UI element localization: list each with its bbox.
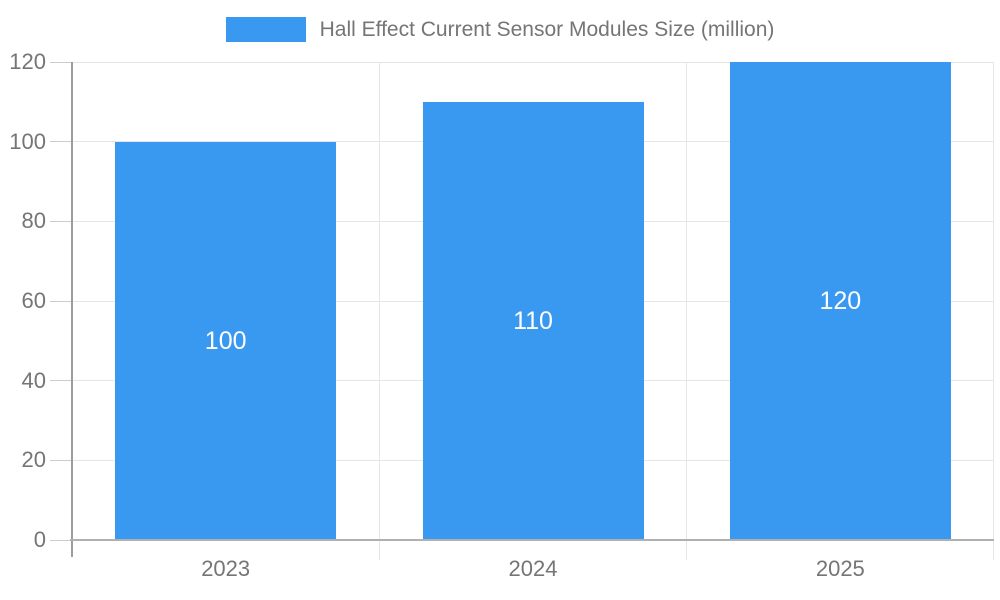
- y-axis-tick: [50, 380, 72, 382]
- legend[interactable]: Hall Effect Current Sensor Modules Size …: [0, 17, 1000, 42]
- legend-label[interactable]: Hall Effect Current Sensor Modules Size …: [319, 17, 775, 41]
- y-axis-tick-label: 20: [21, 447, 46, 473]
- y-axis-tick: [50, 300, 72, 302]
- bar[interactable]: [115, 141, 337, 540]
- y-axis-tick-label: 60: [21, 288, 46, 313]
- y-axis-tick: [50, 61, 72, 63]
- x-axis-category-label: 2023: [201, 556, 251, 581]
- gridline-vertical: [992, 62, 994, 560]
- y-axis-tick: [50, 141, 72, 143]
- plot-area: 0 20 40 60 80 100 120 100 2023 110 2024 120 2025: [9, 50, 994, 581]
- y-axis-tick-label: 0: [33, 527, 46, 552]
- x-axis-category-label: 2024: [508, 556, 558, 581]
- y-axis-tick: [50, 539, 72, 541]
- bar-value-label: 100: [204, 326, 247, 355]
- y-axis-tick-label: 40: [21, 367, 46, 393]
- legend-swatch[interactable]: [225, 17, 306, 42]
- y-axis-line: [71, 62, 73, 557]
- x-axis-category-label: 2025: [815, 556, 865, 581]
- bar[interactable]: [729, 62, 951, 540]
- y-axis-tick-label: 120: [9, 49, 46, 74]
- y-axis-tick: [50, 220, 72, 222]
- bar-value-label: 120: [819, 287, 862, 315]
- x-axis-line: [70, 539, 994, 541]
- y-axis-tick-label: 80: [21, 208, 46, 234]
- gridline-vertical: [378, 62, 380, 560]
- gridline-vertical: [686, 62, 688, 560]
- y-axis-tick-label: 100: [9, 128, 46, 154]
- bar[interactable]: [422, 101, 644, 540]
- gridline-horizontal: [72, 61, 994, 63]
- y-axis-tick: [50, 459, 72, 461]
- bar-value-label: 110: [513, 306, 553, 335]
